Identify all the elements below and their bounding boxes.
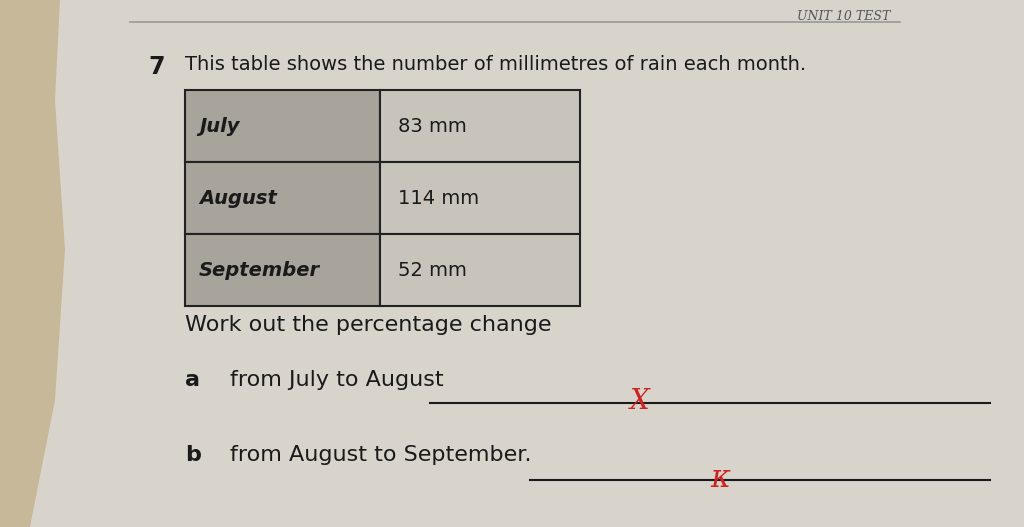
Text: UNIT 10 TEST: UNIT 10 TEST	[797, 9, 890, 23]
Text: This table shows the number of millimetres of rain each month.: This table shows the number of millimetr…	[185, 55, 806, 74]
Bar	[380, 162, 580, 234]
Text: 83 mm: 83 mm	[398, 116, 467, 135]
Text: κ: κ	[710, 463, 730, 494]
Polygon shape	[30, 0, 1024, 527]
Text: Work out the percentage change: Work out the percentage change	[185, 315, 552, 335]
Text: August: August	[199, 189, 276, 208]
Text: X: X	[630, 388, 650, 415]
Text: from July to August: from July to August	[230, 370, 443, 390]
Text: b: b	[185, 445, 201, 465]
Bar	[185, 162, 380, 234]
Bar	[380, 90, 580, 162]
Text: 52 mm: 52 mm	[398, 260, 467, 279]
Text: from August to September.: from August to September.	[230, 445, 531, 465]
Text: a: a	[185, 370, 200, 390]
Bar	[185, 234, 380, 306]
Text: September: September	[199, 260, 321, 279]
Text: July: July	[199, 116, 240, 135]
Text: 114 mm: 114 mm	[398, 189, 479, 208]
Text: 7: 7	[148, 55, 165, 79]
Bar	[380, 234, 580, 306]
Bar	[185, 90, 380, 162]
